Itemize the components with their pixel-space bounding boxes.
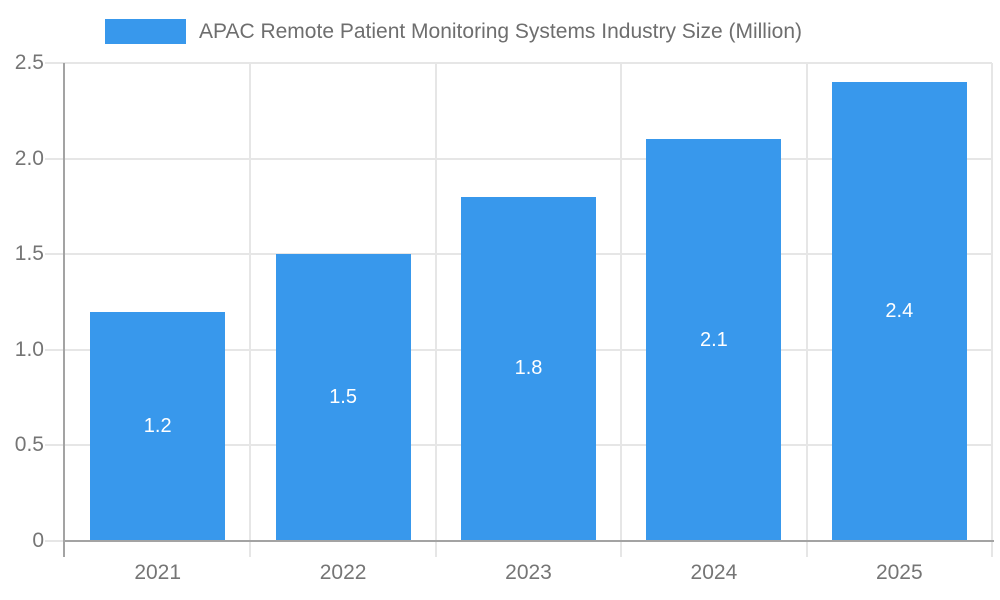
y-axis-tick-label: 2.5 <box>14 51 44 74</box>
x-axis-tick-label-2022: 2022 <box>319 561 367 584</box>
y-axis-tick-label: 0.5 <box>14 433 44 457</box>
legend-label: APAC Remote Patient Monitoring Systems I… <box>199 20 802 43</box>
bar-value-label-2022: 1.5 <box>329 386 357 409</box>
bar-value-label-2021: 1.2 <box>143 414 172 437</box>
gridline-y-2.5 <box>45 62 992 64</box>
bar-2021[interactable]: 1.2 <box>90 311 226 541</box>
bar-2024[interactable]: 2.1 <box>646 139 782 541</box>
bar-2023[interactable]: 1.8 <box>461 196 596 541</box>
y-axis-tick-label: 1.0 <box>14 337 44 361</box>
bar-value-label-2025: 2.4 <box>885 300 914 323</box>
x-axis-baseline <box>65 540 994 542</box>
gridline-y-2.0 <box>45 157 992 160</box>
bar-2025[interactable]: 2.4 <box>831 82 967 541</box>
chart-legend[interactable]: APAC Remote Patient Monitoring Systems I… <box>105 19 802 44</box>
gridline-x-boundary-1 <box>249 63 252 557</box>
y-axis-tick-label: 1.5 <box>14 242 44 266</box>
x-axis-tick-label-2025: 2025 <box>875 561 923 584</box>
x-axis-tick-label-2021: 2021 <box>134 561 182 584</box>
legend-swatch <box>105 19 186 44</box>
y-axis-tick-label: 0 <box>32 529 44 552</box>
x-axis-tick-label-2023: 2023 <box>505 561 552 584</box>
gridline-x-boundary-3 <box>620 63 623 557</box>
gridline-x-boundary-2 <box>434 63 437 557</box>
gridline-x-boundary-4 <box>805 63 808 557</box>
gridline-x-boundary-5 <box>991 63 993 557</box>
x-axis-tick-label-2024: 2024 <box>690 561 738 584</box>
y-axis-tick-label: 2.0 <box>14 146 44 170</box>
bar-value-label-2024: 2.1 <box>699 328 728 351</box>
bar-value-label-2023: 1.8 <box>514 357 543 380</box>
bar-2022[interactable]: 1.5 <box>275 254 411 541</box>
y-axis-line <box>63 63 65 557</box>
